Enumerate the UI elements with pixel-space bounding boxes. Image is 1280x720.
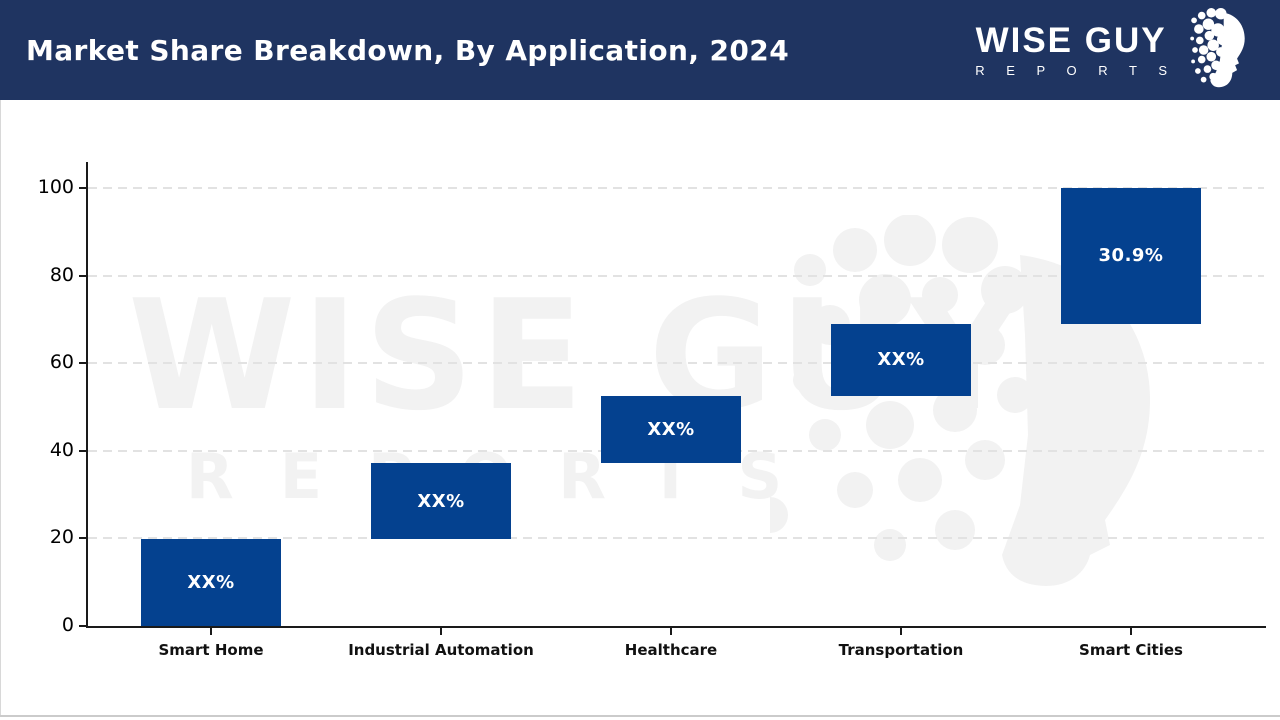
x-tick-1 [440, 628, 442, 635]
y-tick-20 [79, 537, 86, 540]
category-label: Transportation [838, 641, 964, 659]
bar-value-label: XX% [187, 572, 235, 594]
bar-transportation: XX% [831, 323, 971, 396]
y-tick-label-100: 100 [37, 176, 74, 199]
bar-value-label: XX% [877, 349, 925, 371]
page-title: Market Share Breakdown, By Application, … [26, 33, 790, 67]
x-tick-4 [1130, 628, 1132, 635]
category-label: Healthcare [624, 641, 718, 659]
y-tick-label-0: 0 [61, 614, 74, 636]
gridline-y60 [88, 362, 1264, 365]
logo-text: WISE GUY R E P O R T S [966, 23, 1176, 78]
gridline-y20 [88, 537, 1264, 540]
bar-value-label: 30.9% [1098, 245, 1164, 267]
bar-value-label: XX% [647, 418, 695, 440]
y-tick-100 [79, 187, 86, 190]
bar-industrial-automation: XX% [371, 462, 511, 540]
category-label: Industrial Automation [348, 641, 534, 659]
dotted-head-icon [1190, 7, 1245, 88]
y-tick-40 [79, 449, 86, 452]
bar-smart-cities: 30.9% [1061, 188, 1201, 324]
left-border [0, 100, 1, 717]
x-tick-3 [900, 628, 902, 635]
category-label: Smart Home [158, 641, 264, 659]
gridline-y100 [88, 187, 1264, 190]
category-label: Smart Cities [1079, 641, 1183, 659]
y-tick-80 [79, 274, 86, 277]
y-tick-0 [79, 625, 86, 627]
y-tick-label-40: 40 [49, 438, 74, 461]
bar-healthcare: XX% [601, 395, 741, 463]
y-axis-line [86, 162, 88, 628]
bar-smart-home: XX% [141, 539, 281, 626]
y-tick-label-60: 60 [49, 351, 74, 374]
wise-guy-logo: WISE GUY R E P O R T S [966, 7, 1254, 93]
y-tick-label-80: 80 [49, 263, 74, 286]
gridline-y80 [88, 274, 1264, 277]
y-tick-label-20: 20 [49, 526, 74, 549]
logo-subtitle: R E P O R T S [975, 62, 1176, 78]
x-axis-line [86, 626, 1266, 628]
logo-wordmark: WISE GUY [975, 20, 1167, 60]
bottom-border [0, 715, 1280, 717]
bar-value-label: XX% [417, 490, 465, 512]
header-bar: Market Share Breakdown, By Application, … [0, 0, 1280, 100]
x-tick-2 [670, 628, 672, 635]
y-tick-60 [79, 362, 86, 365]
x-tick-0 [210, 628, 212, 635]
